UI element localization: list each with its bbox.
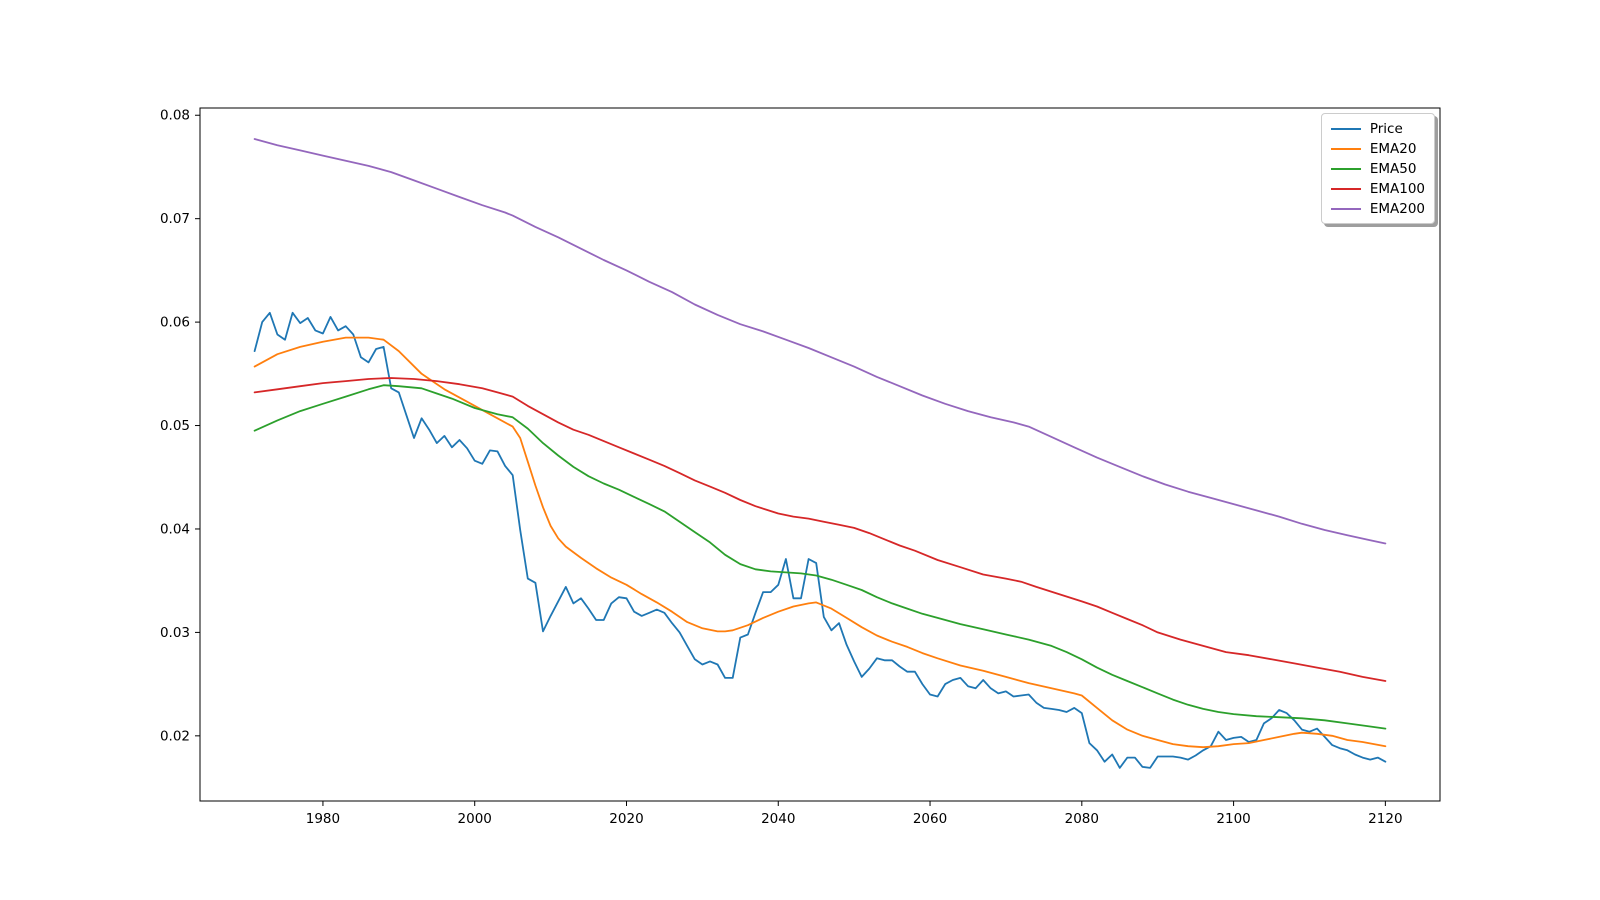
x-tick-label: 2020 bbox=[609, 811, 643, 827]
legend-entry-price: Price bbox=[1330, 120, 1425, 137]
legend-entry-ema200: EMA200 bbox=[1330, 200, 1425, 217]
legend-label: EMA200 bbox=[1369, 200, 1425, 217]
x-tick-label: 1980 bbox=[306, 811, 340, 827]
legend-entry-ema50: EMA50 bbox=[1330, 160, 1425, 177]
legend-line-sample bbox=[1330, 127, 1361, 130]
legend-line-sample bbox=[1330, 147, 1361, 150]
y-tick-label: 0.04 bbox=[160, 521, 190, 537]
legend-label: EMA50 bbox=[1369, 160, 1417, 177]
legend: Price EMA20 EMA50 EMA100 EMA200 bbox=[1320, 113, 1435, 224]
legend-label: EMA100 bbox=[1369, 180, 1425, 197]
legend-line-sample bbox=[1330, 167, 1361, 170]
series-line-ema100 bbox=[253, 377, 1387, 682]
x-tick-label: 2040 bbox=[761, 811, 795, 827]
y-tick-label: 0.03 bbox=[160, 625, 190, 641]
y-tick-label: 0.02 bbox=[160, 728, 190, 744]
x-tick-label: 2100 bbox=[1216, 811, 1250, 827]
legend-line-sample bbox=[1330, 187, 1361, 190]
plot-area bbox=[253, 138, 1387, 769]
legend-entry-ema20: EMA20 bbox=[1330, 140, 1425, 157]
legend-label: Price bbox=[1369, 120, 1403, 137]
y-tick-label: 0.08 bbox=[160, 108, 190, 124]
y-tick-label: 0.07 bbox=[160, 211, 190, 227]
y-tick-label: 0.05 bbox=[160, 418, 190, 434]
axes-spines bbox=[199, 107, 1441, 802]
series-line-ema50 bbox=[253, 384, 1387, 730]
legend-label: EMA20 bbox=[1369, 140, 1417, 157]
series-line-price bbox=[253, 311, 1387, 769]
y-tick-label: 0.06 bbox=[160, 315, 190, 331]
x-tick-label: 2060 bbox=[913, 811, 947, 827]
series-line-ema20 bbox=[253, 336, 1387, 749]
series-line-ema200 bbox=[253, 138, 1387, 545]
x-tick-label: 2080 bbox=[1065, 811, 1099, 827]
legend-line-sample bbox=[1330, 207, 1361, 210]
legend-entry-ema100: EMA100 bbox=[1330, 180, 1425, 197]
x-tick-label: 2120 bbox=[1368, 811, 1402, 827]
x-tick-label: 2000 bbox=[458, 811, 492, 827]
